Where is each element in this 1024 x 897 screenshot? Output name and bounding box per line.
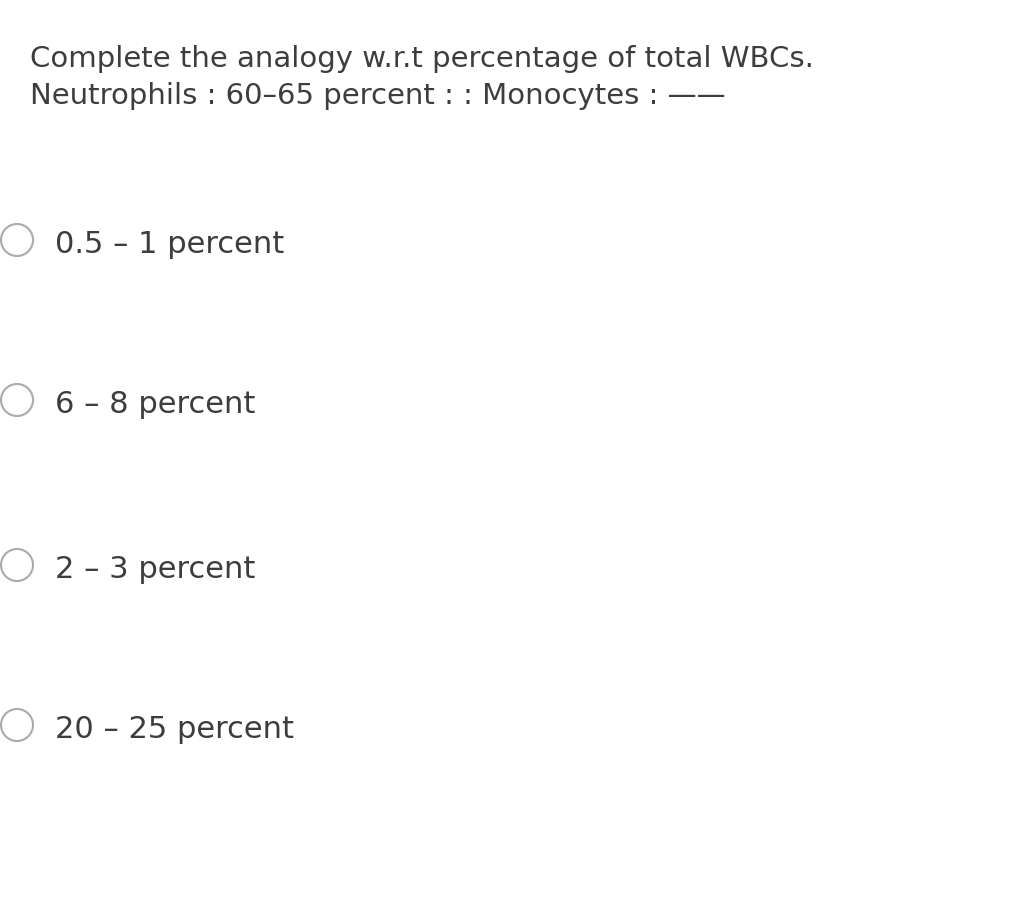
Text: 20 – 25 percent: 20 – 25 percent [55,715,294,744]
Text: 2 – 3 percent: 2 – 3 percent [55,555,255,584]
Text: Complete the analogy w.r.t percentage of total WBCs.: Complete the analogy w.r.t percentage of… [30,45,814,73]
Text: 0.5 – 1 percent: 0.5 – 1 percent [55,230,285,259]
Text: 6 – 8 percent: 6 – 8 percent [55,390,255,419]
Text: Neutrophils : 60–65 percent : : Monocytes : ——: Neutrophils : 60–65 percent : : Monocyte… [30,82,726,110]
